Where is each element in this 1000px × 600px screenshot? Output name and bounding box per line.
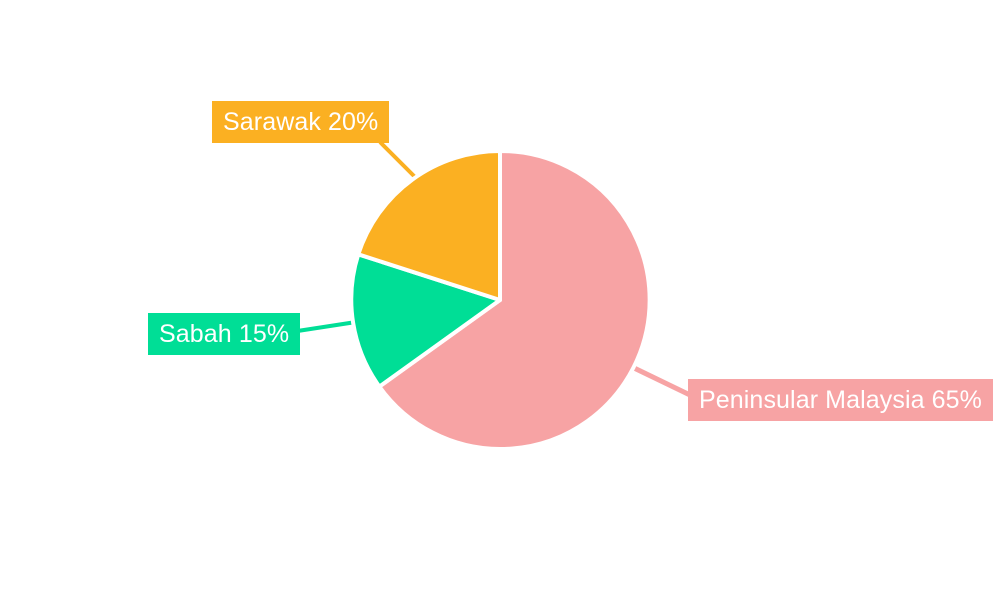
leader-line-peninsular-malaysia (630, 364, 692, 398)
pie-slice-peninsular-malaysia[interactable] (377, 148, 652, 451)
data-label-peninsular-malaysia: Peninsular Malaysia 65% (688, 379, 994, 421)
pie-slice-sarawak[interactable] (356, 149, 502, 302)
data-label-sarawak: Sarawak 20% (212, 101, 390, 143)
data-label-sabah: Sabah 15% (148, 313, 301, 355)
data-label-peninsular-malaysia-text: Peninsular Malaysia 65% (699, 386, 983, 414)
pie-wedges (349, 148, 652, 451)
data-label-sabah-text: Sabah 15% (159, 320, 290, 348)
leader-line-sarawak (378, 140, 419, 181)
data-label-sarawak-text: Sarawak 20% (223, 108, 379, 136)
leader-line-sabah (290, 320, 357, 334)
leader-lines (290, 140, 692, 398)
pie-slice-sabah[interactable] (349, 252, 502, 389)
